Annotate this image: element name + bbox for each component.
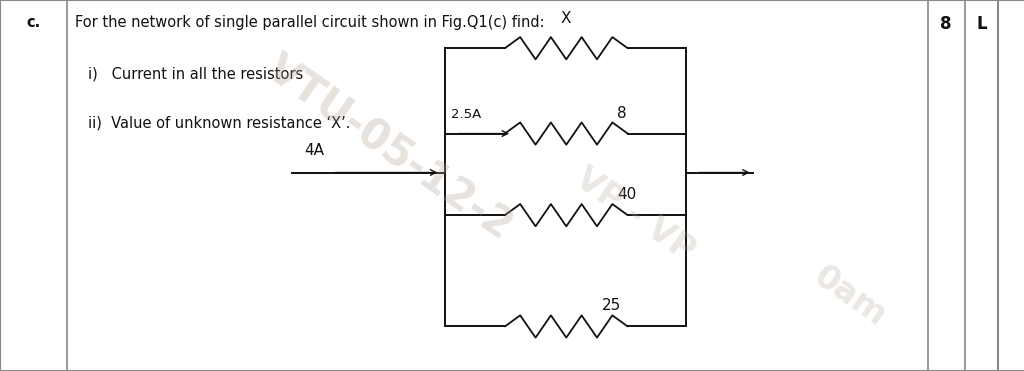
Text: VP - VP: VP - VP — [569, 162, 700, 268]
Text: 0am: 0am — [808, 260, 892, 334]
Text: X: X — [561, 11, 571, 26]
Text: 8: 8 — [940, 15, 952, 33]
Text: 25: 25 — [602, 299, 622, 313]
Text: c.: c. — [27, 15, 41, 30]
Text: 2.5A: 2.5A — [451, 108, 481, 121]
Text: i)   Current in all the resistors: i) Current in all the resistors — [88, 67, 303, 82]
Text: 40: 40 — [617, 187, 637, 202]
Text: VTU-05-12-2: VTU-05-12-2 — [258, 48, 520, 249]
Text: ii)  Value of unknown resistance ‘X’.: ii) Value of unknown resistance ‘X’. — [88, 115, 350, 130]
Text: 4A: 4A — [304, 143, 325, 158]
Text: For the network of single parallel circuit shown in Fig.Q1(c) find:: For the network of single parallel circu… — [75, 15, 545, 30]
Text: L: L — [976, 15, 987, 33]
Text: 8: 8 — [617, 106, 627, 121]
